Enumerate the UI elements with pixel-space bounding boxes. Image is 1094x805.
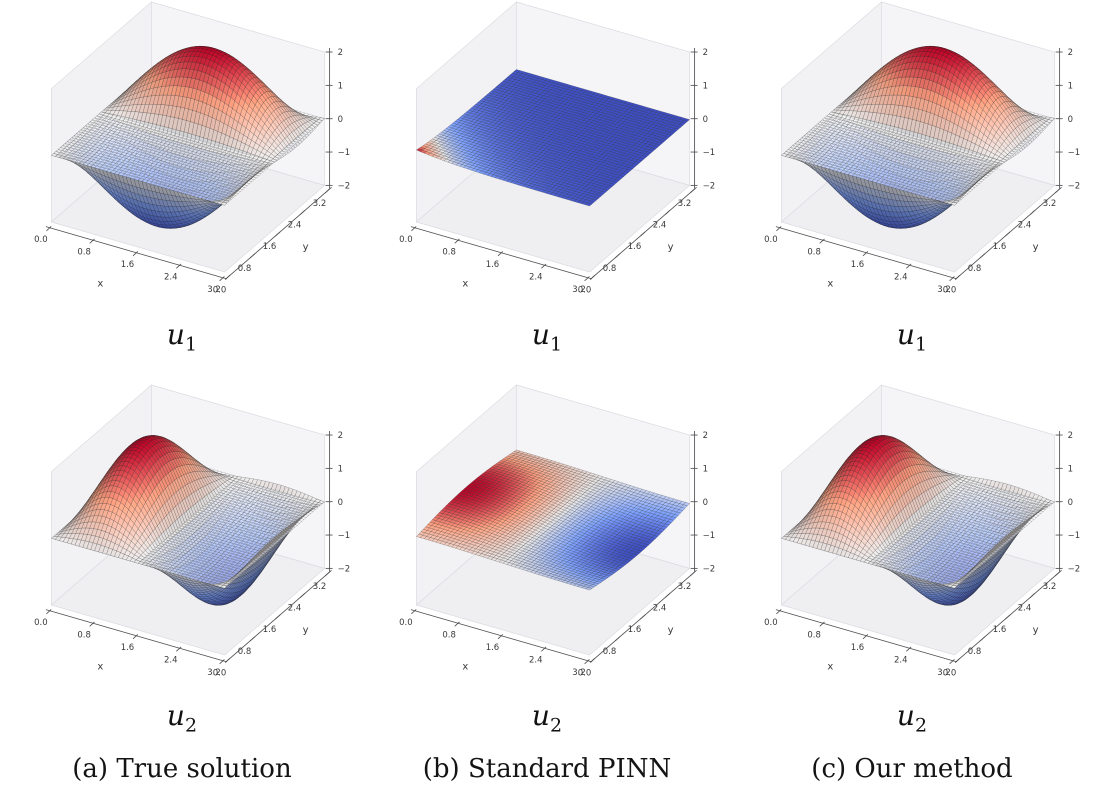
math-u: u [531, 699, 550, 732]
math-u: u [166, 699, 185, 732]
math-u: u [896, 318, 915, 351]
panel-label-u1-true: u1 [0, 318, 364, 354]
math-sub-2: 2 [549, 714, 563, 737]
caption-our-method: (c) Our method [811, 754, 1013, 784]
math-u: u [166, 318, 185, 351]
caption-true-solution: (a) True solution [72, 754, 292, 784]
surface-plot-ours-u2 [730, 383, 1094, 705]
surface-plot-pinn-u2 [365, 383, 729, 705]
math-sub-2: 2 [184, 714, 198, 737]
surface-plot-true-u1 [0, 0, 364, 322]
caption-standard-pinn: (b) Standard PINN [422, 754, 672, 784]
math-sub-1: 1 [184, 333, 198, 356]
math-sub-2: 2 [914, 714, 928, 737]
surface-plot-true-u2 [0, 383, 364, 705]
panel-label-u2-pinn: u2 [365, 699, 729, 735]
math-sub-1: 1 [914, 333, 928, 356]
surface-plot-pinn-u1 [365, 0, 729, 322]
panel-label-u1-pinn: u1 [365, 318, 729, 354]
math-u: u [531, 318, 550, 351]
panel-label-u2-ours: u2 [730, 699, 1094, 735]
surface-plot-ours-u1 [730, 0, 1094, 322]
panel-label-u2-true: u2 [0, 699, 364, 735]
panel-label-u1-ours: u1 [730, 318, 1094, 354]
math-u: u [896, 699, 915, 732]
math-sub-1: 1 [549, 333, 563, 356]
